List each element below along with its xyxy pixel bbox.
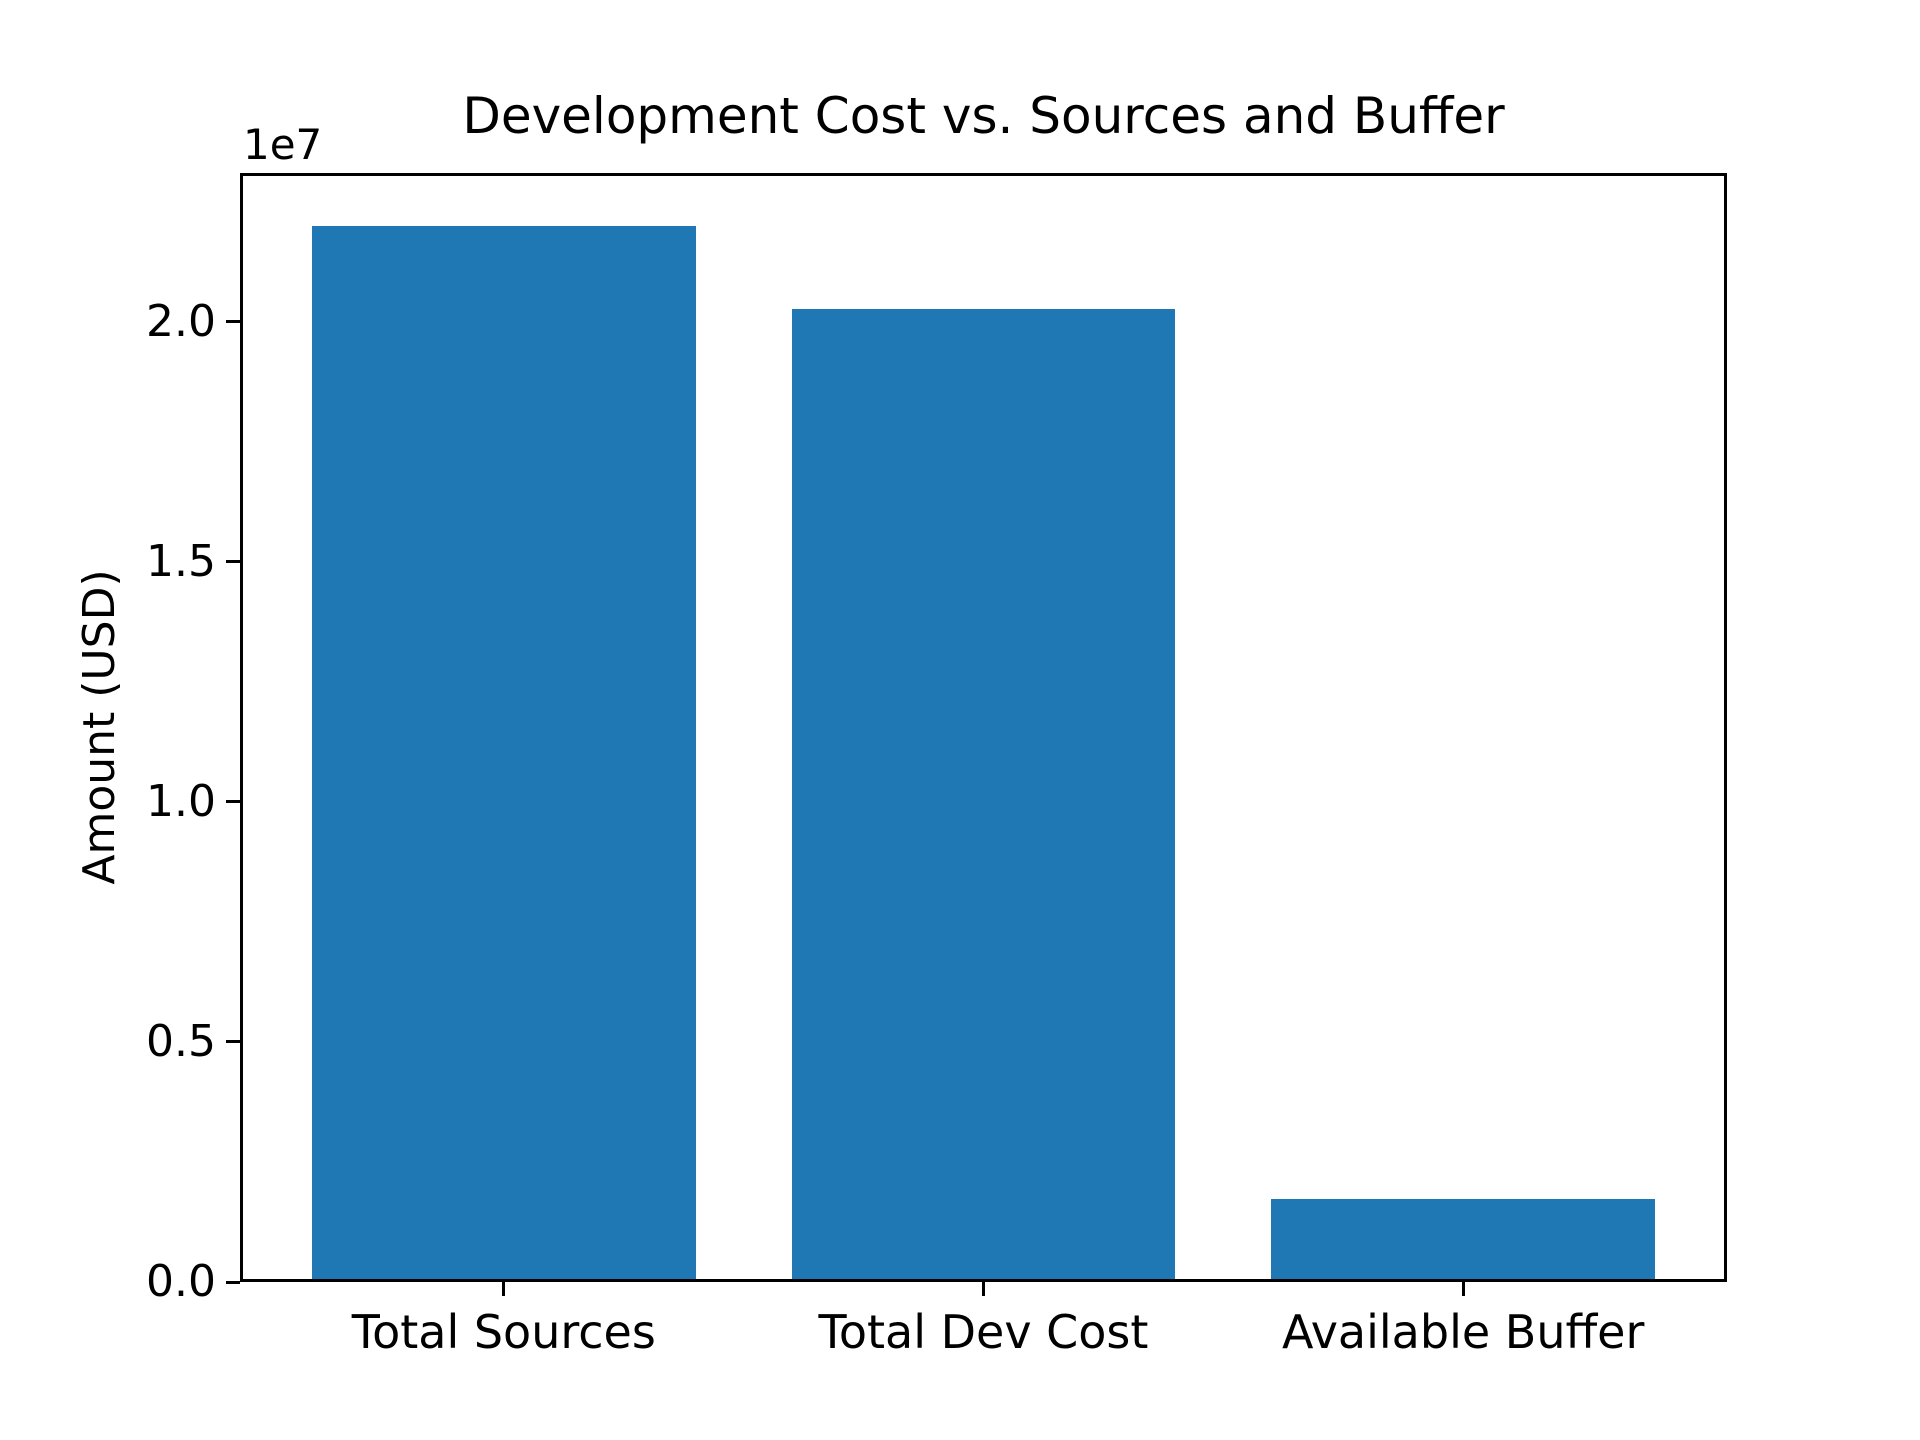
y-tick-label: 0.5: [146, 1015, 216, 1067]
x-tick-label: Available Buffer: [1281, 1305, 1645, 1359]
y-tick-mark: [226, 320, 240, 324]
y-tick-label: 0.0: [146, 1256, 216, 1307]
x-tick-label: Total Dev Cost: [818, 1305, 1149, 1359]
x-tick-mark: [982, 1282, 985, 1296]
bar-3: [1271, 1198, 1656, 1282]
y-tick-label: 1.5: [146, 535, 216, 587]
x-tick-mark: [1461, 1282, 1465, 1296]
x-tick-mark: [502, 1282, 506, 1296]
y-axis-label: Amount (USD): [74, 569, 125, 885]
y-tick-label: 1.0: [146, 775, 216, 827]
y-tick-mark: [226, 1280, 240, 1284]
bar-2: [791, 308, 1176, 1282]
y-tick-mark: [226, 800, 240, 804]
x-tick-label: Total Sources: [351, 1305, 656, 1359]
chart-title: Development Cost vs. Sources and Buffer: [462, 87, 1505, 145]
y-tick-mark: [226, 1040, 240, 1044]
y-tick-label: 2.0: [146, 295, 216, 347]
bar-1: [311, 225, 696, 1282]
y-tick-mark: [226, 560, 240, 564]
y-axis-offset-text: 1e7: [243, 120, 323, 169]
